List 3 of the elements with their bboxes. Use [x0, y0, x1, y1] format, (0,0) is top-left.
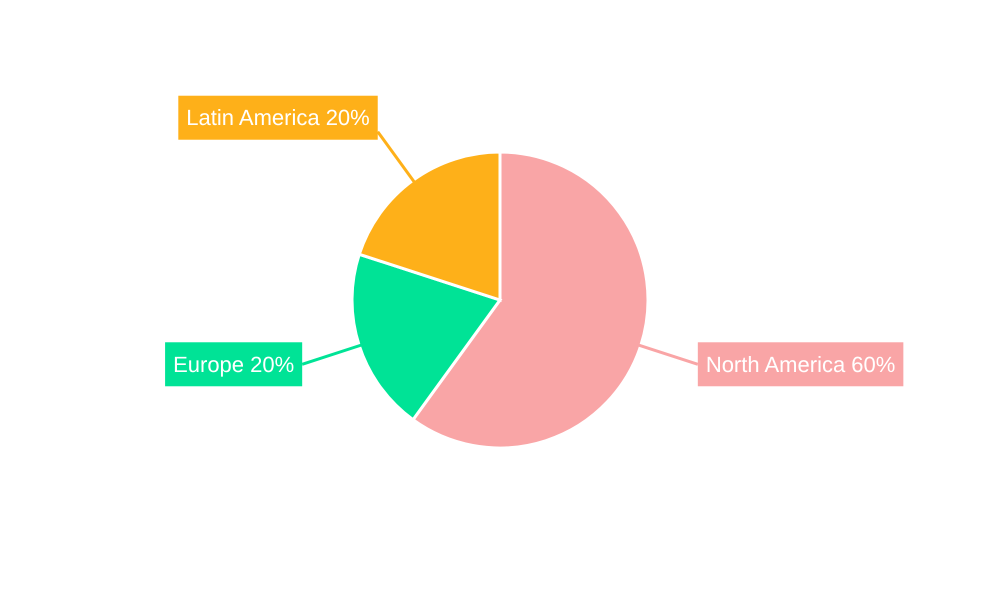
slice-label: Latin America 20%: [186, 105, 370, 130]
slice-label: North America 60%: [706, 352, 896, 377]
slice-label: Europe 20%: [173, 352, 294, 377]
